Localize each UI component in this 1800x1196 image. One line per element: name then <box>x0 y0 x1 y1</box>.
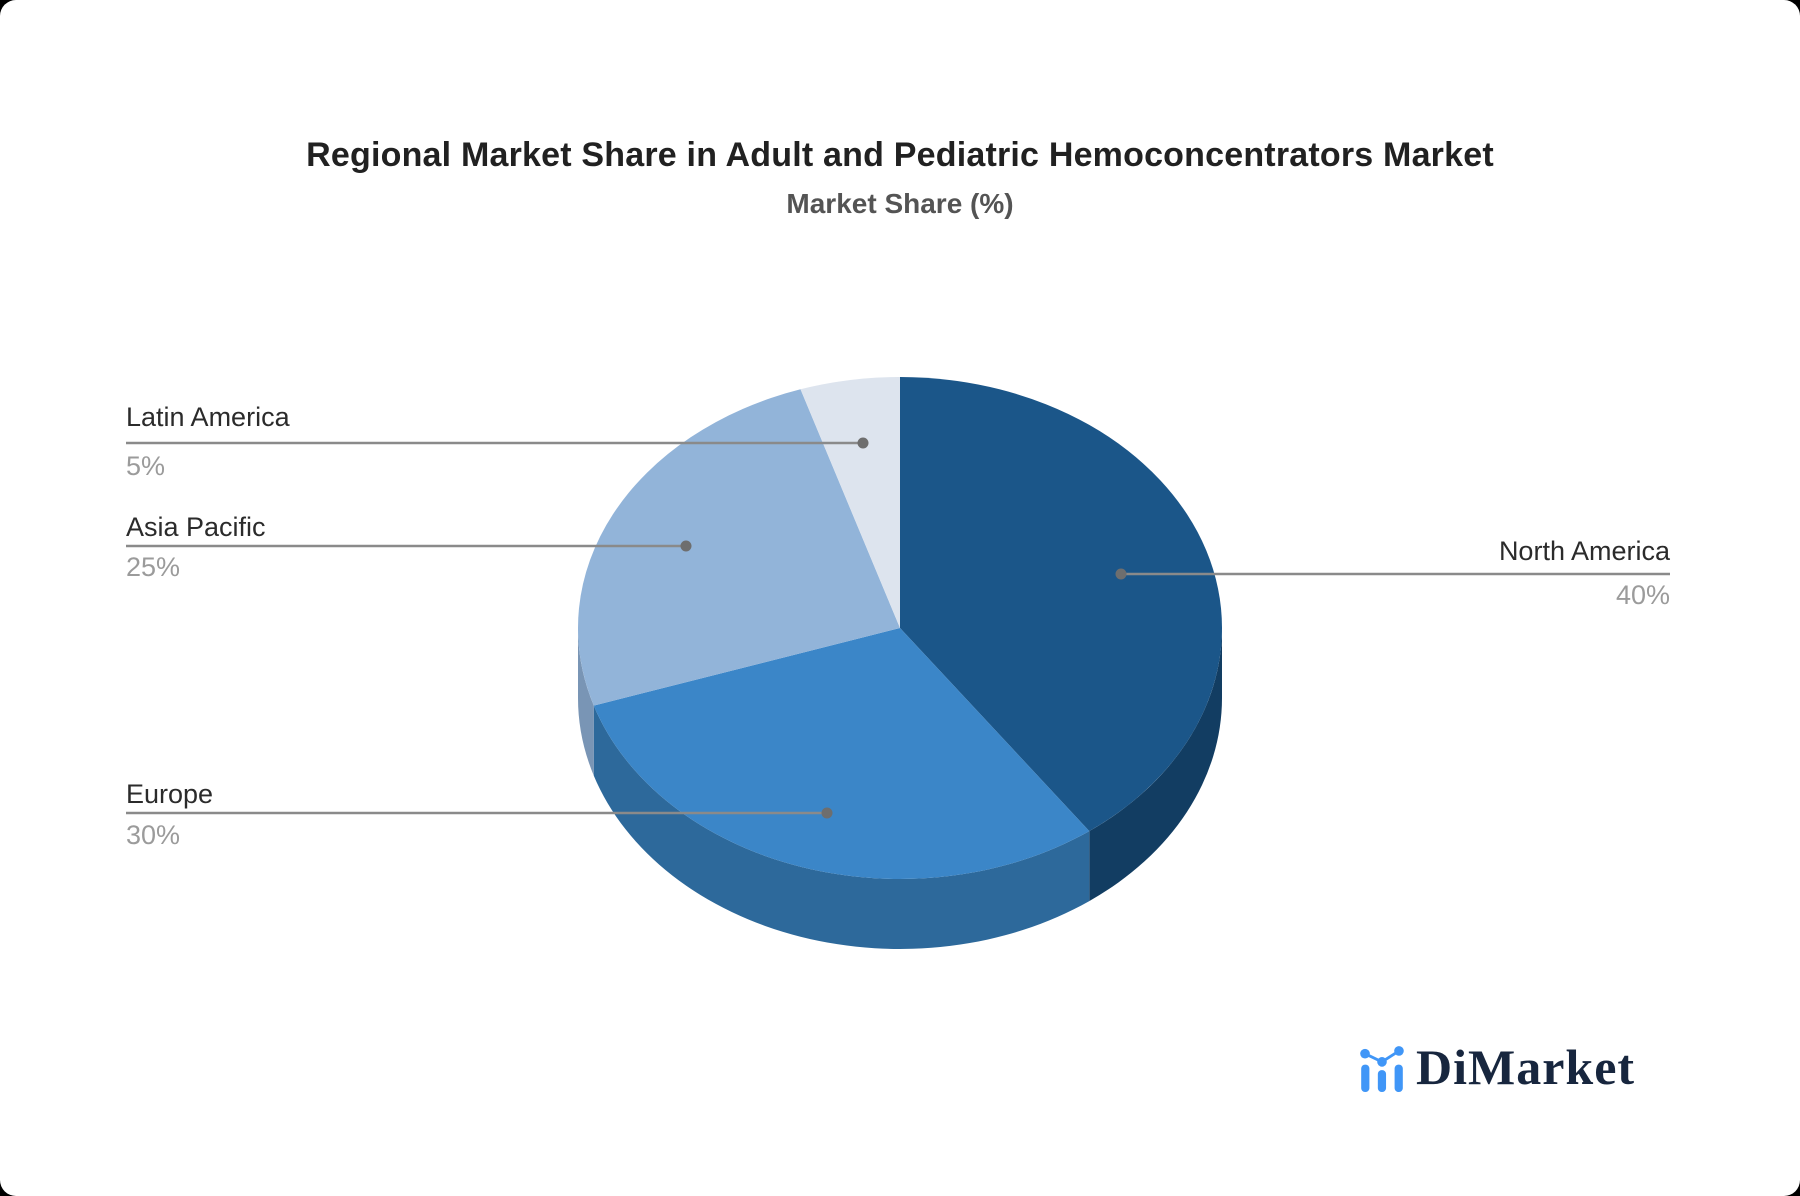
leader-dot-latin-america <box>857 437 869 449</box>
slice-value-europe: 30% <box>126 820 181 850</box>
pie-slice-side-north-america <box>1089 628 1222 902</box>
pie-slice-europe[interactable] <box>593 628 1090 879</box>
bar-chart-trend-icon <box>1360 1046 1404 1092</box>
slice-value-asia-pacific: 25% <box>126 552 181 582</box>
chart-title: Regional Market Share in Adult and Pedia… <box>306 136 1494 174</box>
pie-slice-side-asia-pacific <box>578 628 594 776</box>
leader-dot-north-america <box>1115 568 1127 580</box>
slice-value-north-america: 40% <box>1615 580 1670 610</box>
pie-slice-side-europe <box>593 705 1090 949</box>
slice-label-latin-america: Latin America <box>126 402 290 432</box>
slice-label-europe: Europe <box>126 779 214 809</box>
leader-dot-europe <box>821 807 833 819</box>
slice-value-latin-america: 5% <box>126 451 166 481</box>
slice-label-asia-pacific: Asia Pacific <box>126 512 266 542</box>
chart-subtitle: Market Share (%) <box>786 188 1014 219</box>
pie-slice-north-america[interactable] <box>900 377 1222 832</box>
brand-logo: DiMarket <box>1360 1042 1635 1092</box>
slice-label-north-america: North America <box>1498 536 1670 566</box>
brand-name: DiMarket <box>1416 1039 1636 1095</box>
pie-slice-latin-america[interactable] <box>800 377 900 628</box>
pie-slice-asia-pacific[interactable] <box>578 389 900 706</box>
leader-dot-asia-pacific <box>680 540 692 552</box>
